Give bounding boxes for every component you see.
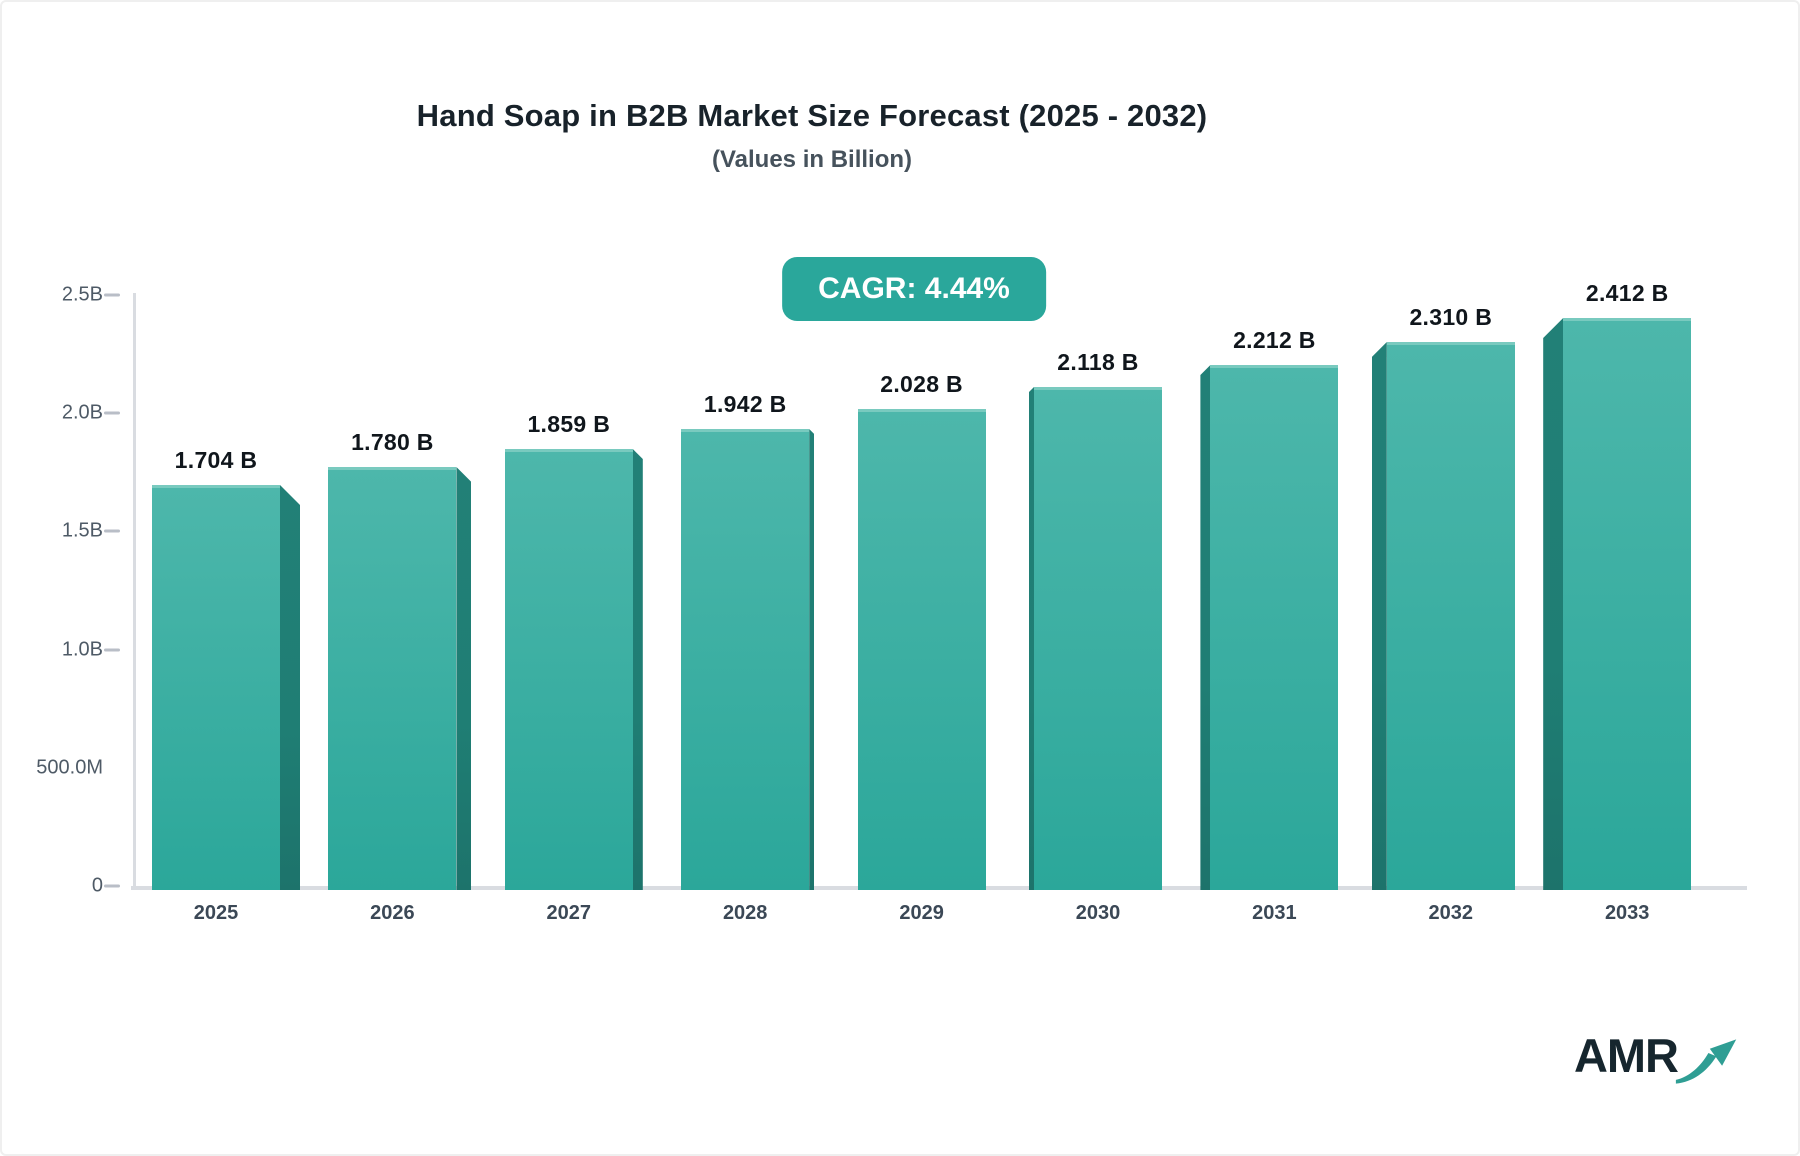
y-tick-label: 2.5B bbox=[61, 283, 103, 306]
growth-arrow-icon bbox=[1675, 1039, 1737, 1084]
bar-2029[interactable] bbox=[857, 409, 986, 890]
y-tick-label: 0 bbox=[91, 874, 103, 897]
bar-side-2032 bbox=[1371, 342, 1387, 890]
x-tick-label-2025: 2025 bbox=[193, 902, 239, 924]
x-tick-label-2029: 2029 bbox=[899, 902, 944, 924]
bar-2033[interactable] bbox=[1563, 318, 1692, 890]
y-axis-line bbox=[133, 293, 136, 888]
y-tick-dash bbox=[104, 529, 120, 533]
bar-side-2028 bbox=[809, 429, 815, 890]
x-tick-label-2031: 2031 bbox=[1252, 902, 1297, 924]
x-tick-label-2028: 2028 bbox=[722, 902, 768, 924]
bar-value-label: 2.118 B bbox=[1057, 349, 1139, 375]
bar-side-2027 bbox=[632, 449, 643, 890]
bar-2028[interactable] bbox=[681, 429, 810, 890]
x-tick-label-2027: 2027 bbox=[546, 902, 592, 924]
bar-side-2033 bbox=[1543, 318, 1564, 890]
chart-header: Hand Soap in B2B Market Size Forecast (2… bbox=[2, 98, 1622, 174]
bar-2027[interactable] bbox=[504, 449, 633, 890]
x-tick-label-2033: 2033 bbox=[1604, 902, 1650, 924]
amr-logo: AMR bbox=[1574, 1032, 1740, 1090]
bar-value-label: 2.412 B bbox=[1585, 280, 1669, 306]
x-tick-label-2026: 2026 bbox=[370, 902, 415, 924]
bar-side-2031 bbox=[1200, 365, 1211, 890]
bar-2032[interactable] bbox=[1386, 342, 1515, 890]
bar-value-label: 2.212 B bbox=[1233, 327, 1316, 353]
bar-value-label: 1.942 B bbox=[703, 391, 787, 417]
bar-side-2026 bbox=[456, 467, 472, 890]
y-tick-dash bbox=[104, 884, 120, 888]
bar-value-label: 2.028 B bbox=[880, 371, 963, 397]
y-tick-label: 500.0M bbox=[36, 756, 103, 779]
y-tick-label: 2.0B bbox=[61, 401, 103, 424]
amr-logo-text: AMR bbox=[1573, 1029, 1679, 1082]
bar-value-label: 2.310 B bbox=[1409, 304, 1493, 330]
chart-subtitle: (Values in Billion) bbox=[711, 146, 913, 173]
chart-title: Hand Soap in B2B Market Size Forecast (2… bbox=[416, 98, 1208, 133]
cagr-badge: CAGR: 4.44% bbox=[782, 257, 1046, 321]
bar-value-label: 1.780 B bbox=[351, 429, 434, 455]
y-tick-dash bbox=[104, 648, 120, 652]
y-tick-dash bbox=[104, 293, 120, 297]
y-tick-label: 1.0B bbox=[61, 638, 103, 661]
bar-value-label: 1.859 B bbox=[527, 411, 611, 437]
bar-2026[interactable] bbox=[328, 467, 457, 890]
bar-value-label: 1.704 B bbox=[174, 447, 258, 473]
x-tick-label-2032: 2032 bbox=[1428, 902, 1474, 924]
bar-side-2025 bbox=[280, 485, 300, 890]
bar-side-2030 bbox=[1029, 387, 1034, 890]
x-tick-label-2030: 2030 bbox=[1075, 902, 1121, 924]
y-tick-dash bbox=[104, 411, 120, 415]
bar-2030[interactable] bbox=[1034, 387, 1162, 890]
bar-2025[interactable] bbox=[152, 485, 280, 890]
bar-2031[interactable] bbox=[1210, 365, 1339, 890]
y-tick-label: 1.5B bbox=[61, 519, 103, 542]
